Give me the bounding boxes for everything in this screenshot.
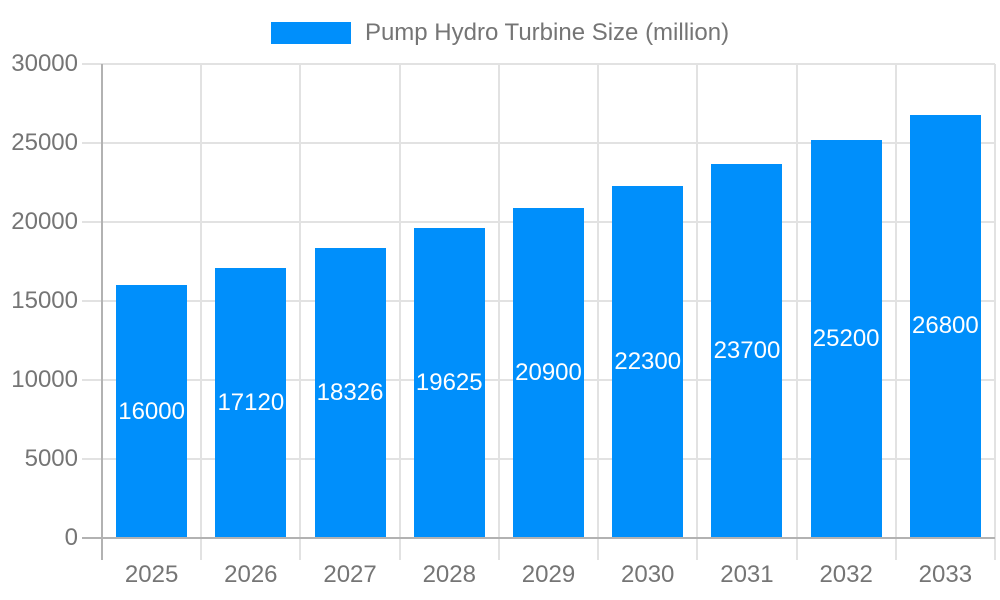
legend-swatch-icon [270,22,351,44]
x-axis-line [82,537,995,539]
legend-label: Pump Hydro Turbine Size (million) [364,19,730,46]
bar-2026[interactable]: 17120 [215,267,287,538]
gridline-vertical [597,64,600,560]
bar-2025[interactable]: 16000 [116,285,188,538]
bar-value-label: 19625 [415,368,483,396]
gridline-vertical [497,64,500,560]
x-axis-tick-label: 2028 [422,561,476,588]
gridline-vertical [200,64,203,560]
bar-value-label: 17120 [217,388,285,416]
x-axis-tick-label: 2026 [224,561,278,588]
bar-2028[interactable]: 19625 [413,227,485,538]
bar-2032[interactable]: 25200 [810,139,882,538]
x-axis-tick-label: 2033 [918,561,973,588]
y-axis-line [101,64,103,560]
gridline-vertical [795,64,798,560]
y-axis-tick-label: 10000 [11,366,78,393]
bar-value-label: 18326 [316,379,384,407]
bar-2027[interactable]: 18326 [314,248,386,538]
y-axis-tick-label: 25000 [11,129,78,156]
y-axis-tick-label: 20000 [11,208,78,235]
x-axis-tick-label: 2029 [521,561,576,588]
bar-value-label: 25200 [812,324,880,352]
bar-2033[interactable]: 26800 [909,114,981,538]
bar-value-label: 20900 [515,358,582,386]
x-axis-tick-label: 2025 [124,561,179,588]
bar-value-label: 23700 [713,336,781,364]
x-axis-tick-label: 2032 [819,561,873,588]
y-axis-tick-label: 5000 [24,445,78,472]
bar-2030[interactable]: 22300 [612,185,684,538]
bar-2029[interactable]: 20900 [513,207,584,538]
bar-value-label: 26800 [912,312,979,340]
gridline-vertical [299,64,302,560]
x-axis-tick-label: 2030 [621,561,675,588]
y-axis-tick-label: 30000 [11,50,78,77]
x-axis-tick-label: 2027 [323,561,377,588]
gridline-horizontal [82,63,995,65]
gridline-vertical [696,64,699,560]
gridline-horizontal [82,142,995,144]
bar-value-label: 16000 [118,397,185,425]
gridline-vertical [398,64,401,560]
gridline-vertical [994,64,996,560]
gridline-vertical [894,64,897,560]
y-axis-tick-label: 15000 [11,287,78,314]
bar-2031[interactable]: 23700 [711,163,783,538]
chart-legend[interactable]: Pump Hydro Turbine Size (million) [0,20,1000,46]
x-axis-tick-label: 2031 [720,561,774,588]
y-axis-tick-label: 0 [64,524,78,551]
bar-value-label: 22300 [614,347,682,375]
